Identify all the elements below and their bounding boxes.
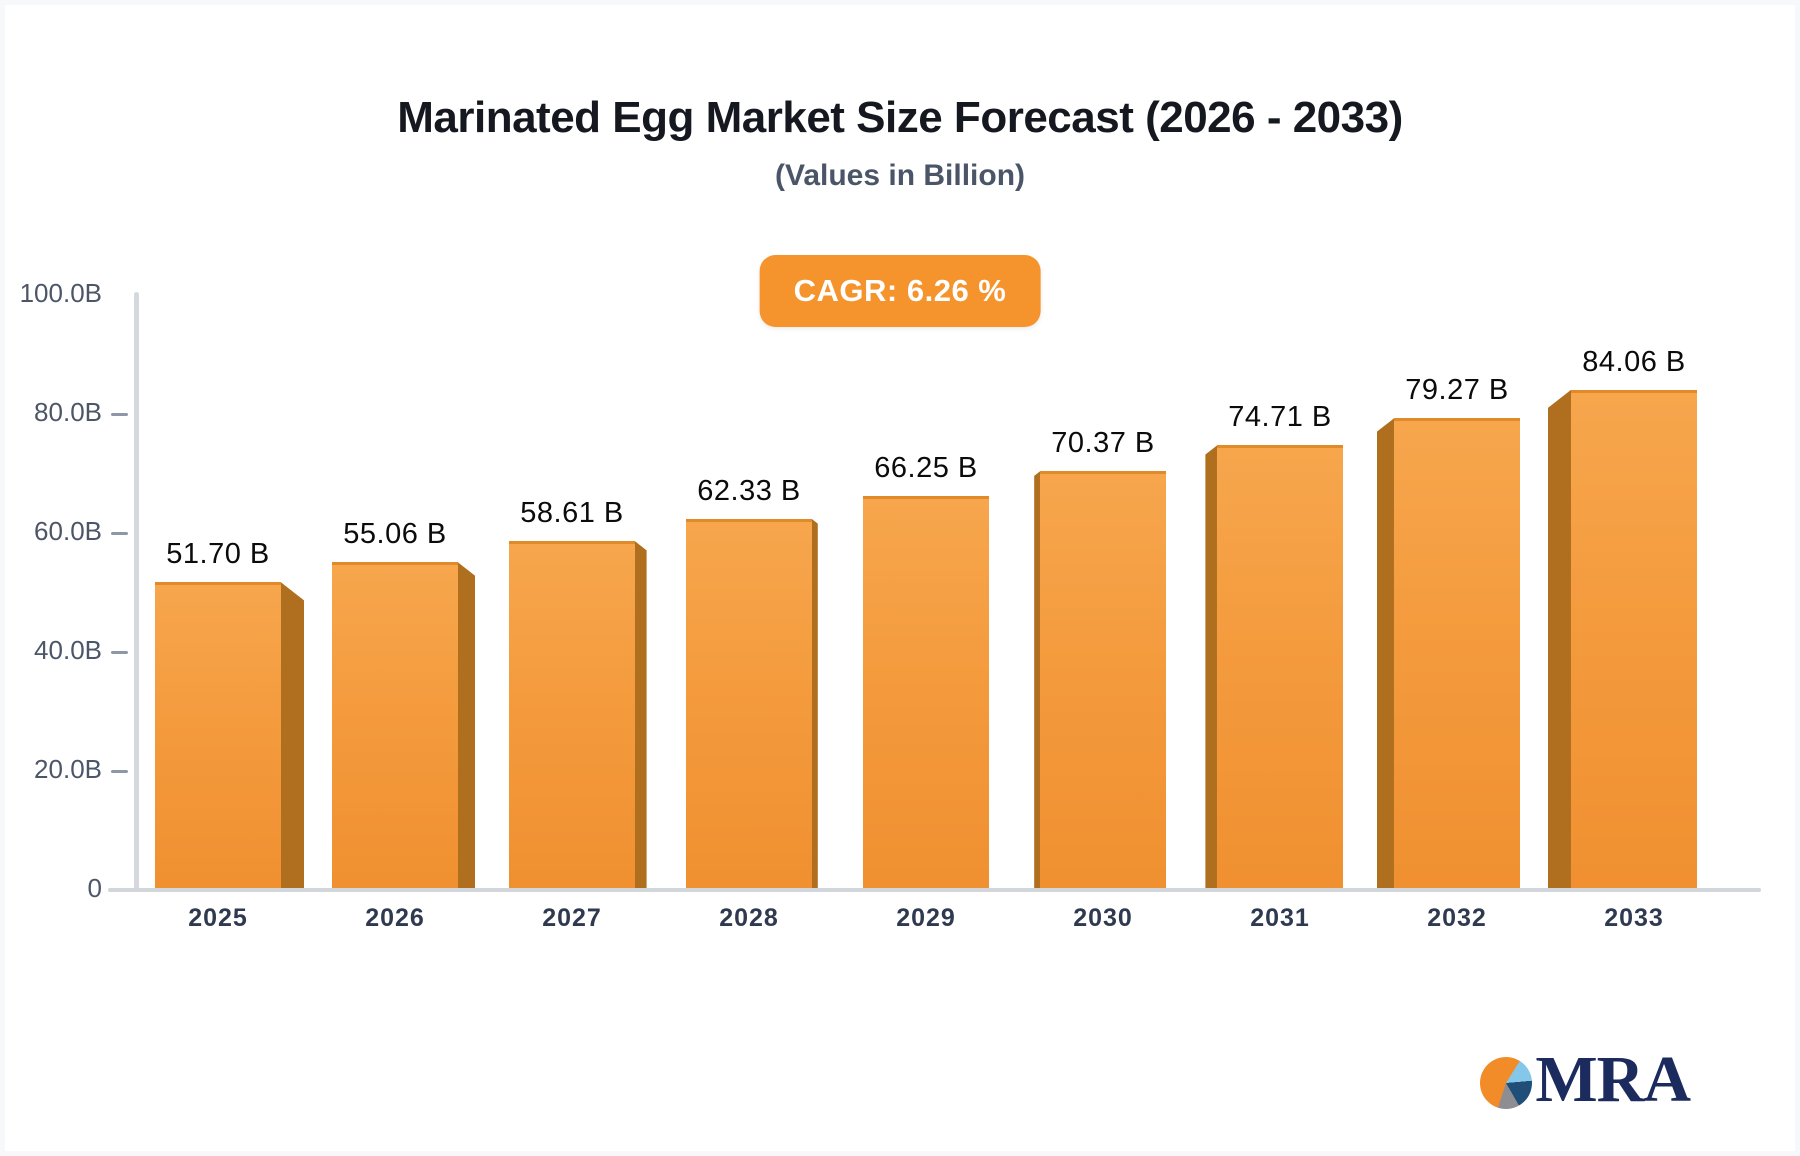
bar-side-face-2027: [635, 541, 647, 890]
x-axis-label-2026: 2026: [365, 904, 425, 932]
bar-2025: [155, 582, 281, 890]
bar-value-label: 66.25 B: [874, 451, 978, 484]
bar-2032: [1394, 418, 1520, 890]
bar-side-face-2031: [1205, 445, 1217, 890]
bar-value-label: 58.61 B: [520, 497, 624, 530]
x-axis-label-2025: 2025: [188, 904, 248, 932]
bar-value-label: 51.70 B: [166, 538, 270, 571]
bar-value-label: 79.27 B: [1405, 374, 1509, 407]
bar-2029: [863, 495, 989, 890]
bar-value-label: 55.06 B: [343, 518, 447, 551]
chart-card: Marinated Egg Market Size Forecast (2026…: [5, 5, 1795, 1151]
bar-side-face-2032: [1376, 418, 1394, 890]
bar-2026: [332, 562, 458, 890]
bar-value-label: 84.06 B: [1582, 345, 1686, 378]
x-axis-label-2029: 2029: [896, 904, 956, 932]
x-axis-label-2027: 2027: [542, 904, 602, 932]
chart-header: Marinated Egg Market Size Forecast (2026…: [5, 5, 1795, 193]
x-axis-label-2033: 2033: [1604, 904, 1664, 932]
bar-side-face-2030: [1034, 471, 1040, 890]
pie-chart-logo-icon: [1480, 1057, 1533, 1109]
bar-2031: [1217, 445, 1343, 890]
logo-text: MRA: [1535, 1043, 1691, 1116]
bar-side-face-2025: [281, 582, 305, 890]
x-axis-baseline: [108, 888, 1761, 892]
y-axis-line: [134, 292, 139, 892]
y-tick-label: 100.0B: [19, 278, 102, 308]
bar-value-label: 74.71 B: [1228, 401, 1332, 434]
bar-2027: [509, 541, 635, 890]
x-axis-label-2030: 2030: [1073, 904, 1133, 932]
x-axis-label-2031: 2031: [1250, 904, 1310, 932]
bar-value-label: 62.33 B: [697, 475, 801, 508]
bar-side-face-2026: [458, 562, 476, 890]
y-tick-dash: [111, 412, 128, 416]
bar-value-label: 70.37 B: [1051, 427, 1155, 460]
y-tick-dash: [111, 650, 128, 654]
bar-side-face-2033: [1547, 389, 1571, 890]
bar-side-face-2028: [812, 519, 818, 890]
y-tick-dash: [111, 531, 128, 535]
plot-area: 0 20.0B 40.0B 60.0B 80.0B 100.0B 51.70 B 2025 55…: [5, 278, 1795, 932]
chart-subtitle: (Values in Billion): [774, 159, 1026, 192]
y-tick-label: 60.0B: [34, 516, 102, 546]
mra-logo: MRA: [1480, 1043, 1691, 1116]
cagr-badge: CAGR: 6.26 %: [759, 255, 1041, 327]
bar-2028: [686, 519, 812, 890]
y-tick-label: 40.0B: [34, 635, 102, 665]
x-axis-label-2028: 2028: [719, 904, 779, 932]
bar-2033: [1571, 389, 1697, 890]
chart-title: Marinated Egg Market Size Forecast (2026…: [397, 93, 1403, 142]
x-axis-label-2032: 2032: [1427, 904, 1487, 932]
y-tick-dash: [111, 769, 128, 773]
y-tick-label: 0: [87, 873, 102, 903]
y-tick-label: 20.0B: [34, 754, 102, 784]
y-tick-label: 80.0B: [34, 397, 102, 427]
bar-2030: [1040, 471, 1166, 890]
